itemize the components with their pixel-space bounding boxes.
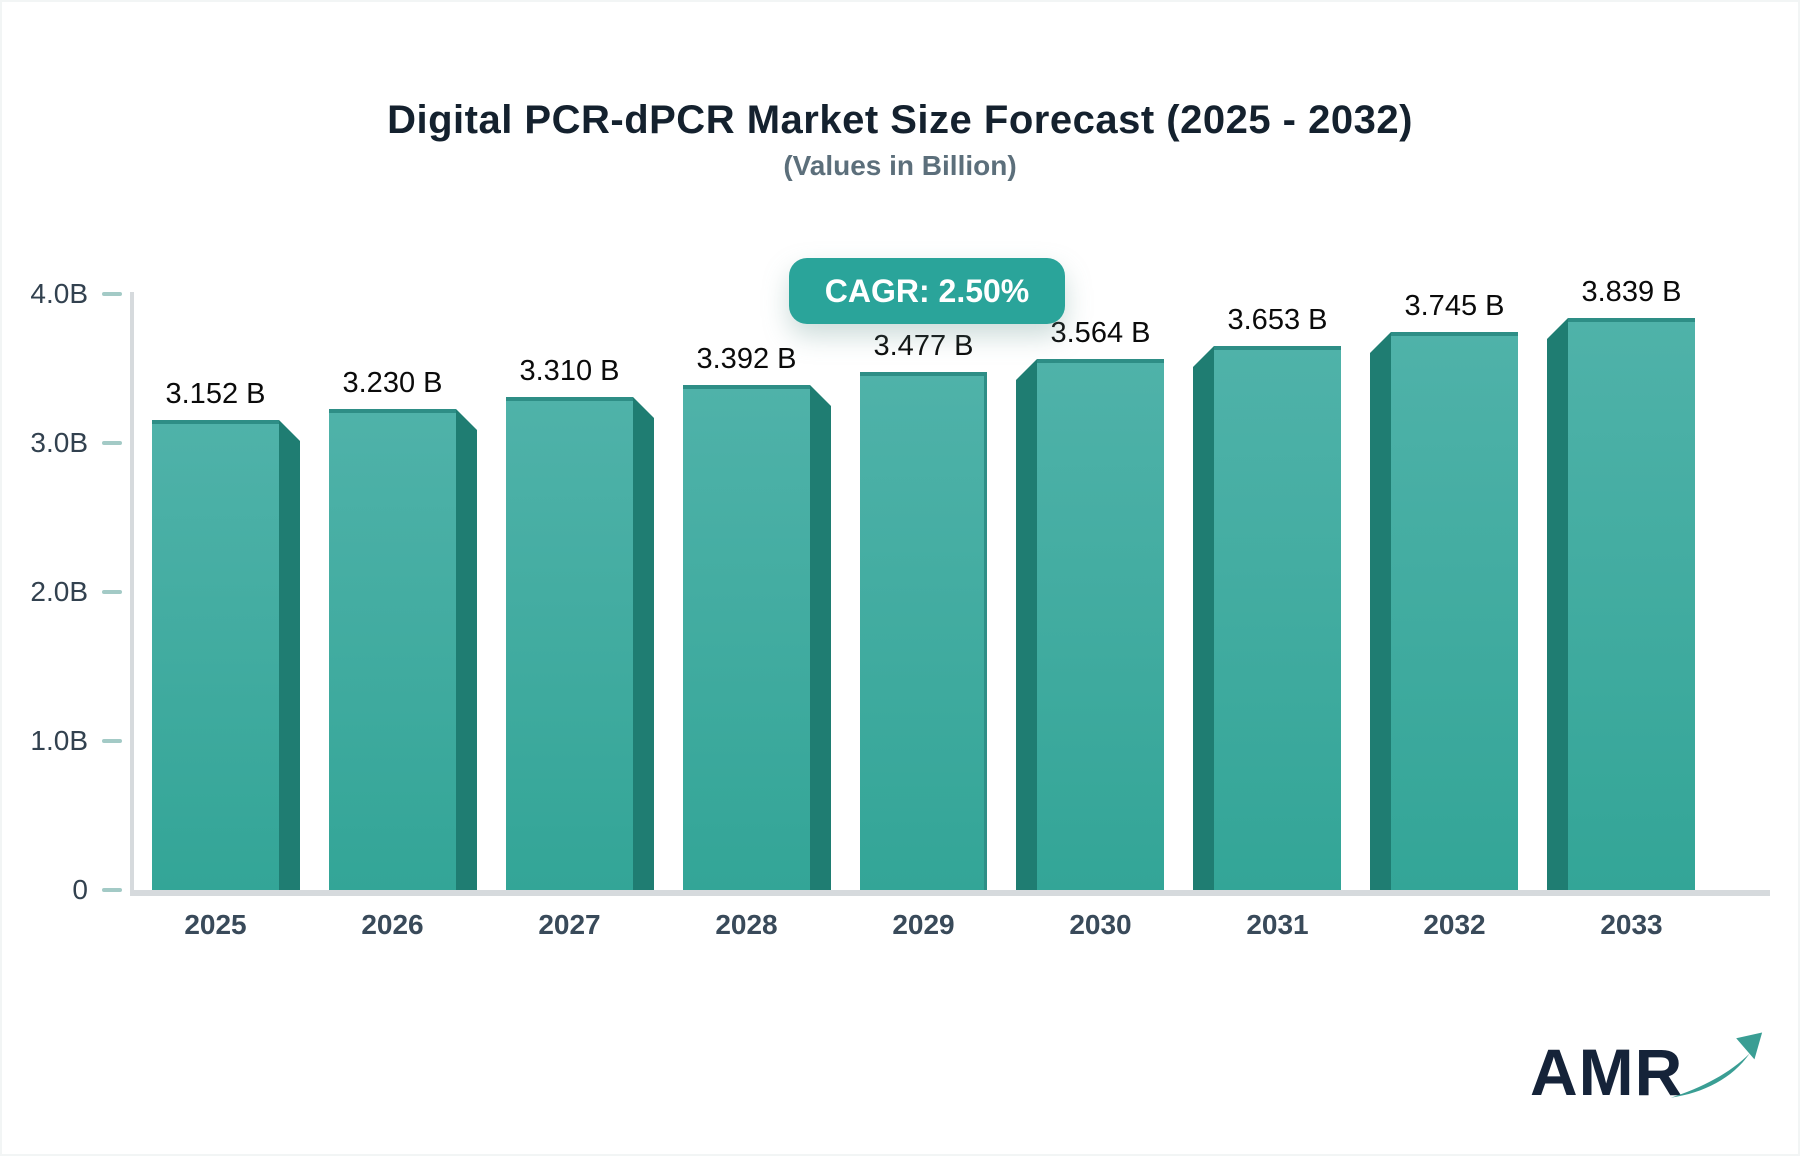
- y-tick-mark: [102, 888, 122, 892]
- cagr-badge: CAGR: 2.50%: [789, 258, 1065, 324]
- bar-value-label: 3.230 B: [342, 367, 443, 399]
- bar-2028[interactable]: [683, 385, 810, 890]
- bar-value-label: 3.392 B: [696, 343, 797, 375]
- bar-side-shade: [279, 420, 300, 890]
- bar-side-shade: [1016, 359, 1037, 890]
- bar-2030[interactable]: [1037, 359, 1164, 890]
- bar-value-label: 3.745 B: [1404, 290, 1505, 322]
- bar-2032[interactable]: [1391, 332, 1518, 890]
- bar-side-shade: [1370, 332, 1391, 890]
- bar-2026[interactable]: [329, 409, 456, 890]
- y-tick-label: 2.0B: [30, 576, 88, 607]
- bar-side-shade: [810, 385, 831, 890]
- y-tick-label: 4.0B: [30, 278, 88, 309]
- chart-subtitle: (Values in Billion): [783, 150, 1017, 181]
- bar-value-label: 3.152 B: [165, 378, 266, 410]
- growth-arrow-icon: [1671, 1032, 1763, 1098]
- y-tick-label: 1.0B: [30, 725, 88, 756]
- x-tick-label-2026: 2026: [361, 909, 424, 940]
- bar-2025[interactable]: [152, 420, 279, 890]
- x-tick-label-2030: 2030: [1069, 909, 1132, 940]
- bar-2027[interactable]: [506, 397, 633, 890]
- bar-value-label: 3.564 B: [1050, 317, 1151, 349]
- x-tick-label-2028: 2028: [715, 909, 778, 940]
- y-tick-mark: [102, 590, 122, 594]
- bar-value-label: 3.310 B: [519, 355, 620, 387]
- bar-2029[interactable]: [860, 372, 987, 890]
- x-tick-label-2029: 2029: [892, 909, 955, 940]
- y-tick-mark: [102, 441, 122, 445]
- chart-title: Digital PCR-dPCR Market Size Forecast (2…: [387, 98, 1413, 142]
- x-tick-label-2027: 2027: [538, 909, 601, 940]
- x-tick-label-2032: 2032: [1423, 909, 1486, 940]
- bar-value-label: 3.839 B: [1581, 276, 1682, 308]
- bar-side-shade: [456, 409, 477, 890]
- y-tick-label: 0: [72, 874, 88, 905]
- y-tick-label: 3.0B: [30, 427, 88, 458]
- bar-2031[interactable]: [1214, 346, 1341, 890]
- y-tick-mark: [102, 292, 122, 296]
- amr-logo-text: AMR: [1530, 1035, 1684, 1109]
- bar-value-label: 3.477 B: [873, 330, 974, 362]
- x-tick-label-2031: 2031: [1246, 909, 1309, 940]
- amr-logo: AMR: [1530, 1032, 1765, 1108]
- y-axis-line: [130, 292, 134, 896]
- x-tick-label-2033: 2033: [1600, 909, 1663, 940]
- bar-side-shade: [1193, 346, 1214, 890]
- x-tick-label-2025: 2025: [184, 909, 247, 940]
- bar-2033[interactable]: [1568, 318, 1695, 890]
- bar-side-shade: [633, 397, 654, 890]
- bar-value-label: 3.653 B: [1227, 304, 1328, 336]
- y-tick-mark: [102, 739, 122, 743]
- x-axis-line: [130, 890, 1770, 896]
- bar-side-shade: [1547, 318, 1568, 890]
